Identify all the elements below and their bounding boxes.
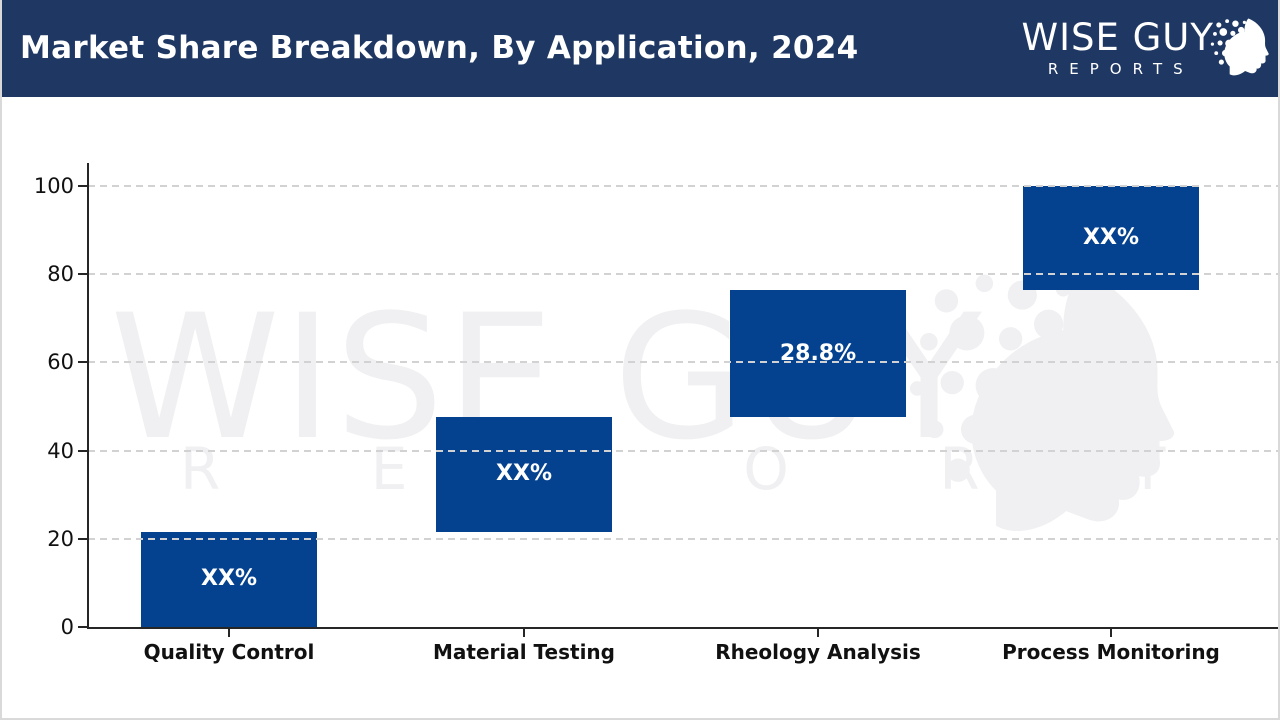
y-tick-label-20: 20 [47,526,74,551]
x-axis-spine [87,627,1280,629]
logo-subtitle: REPORTS [1047,60,1194,78]
x-category-label-material-testing: Material Testing [433,640,615,664]
gridline-80 [88,273,1280,276]
logo-name: WISE GUY [1021,16,1214,59]
x-tick-material-testing [523,629,525,637]
x-tick-rheology-analysis [817,629,819,637]
x-category-label-quality-control: Quality Control [143,640,315,664]
gridline-100 [88,185,1280,187]
y-tick-60 [78,361,87,364]
x-tick-quality-control [228,629,230,637]
y-tick-80 [78,273,87,276]
y-tick-20 [78,537,87,540]
header-bar: Market Share Breakdown, By Application, … [0,0,1280,97]
y-tick-label-60: 60 [47,350,74,375]
page-title: Market Share Breakdown, By Application, … [20,30,859,66]
y-axis-spine [87,163,89,629]
bar-value-label-process-monitoring: XX% [1083,225,1139,251]
x-category-label-process-monitoring: Process Monitoring [1002,640,1220,664]
y-tick-label-0: 0 [60,615,74,639]
bar-value-label-quality-control: XX% [201,566,257,592]
bar-value-label-rheology-analysis: 28.8% [779,340,857,366]
bar-value-label-material-testing: XX% [496,461,552,487]
y-tick-label-100: 100 [33,174,74,198]
logo-text: WISE GUY REPORTS [1021,16,1214,79]
wiseguy-logo: WISE GUY REPORTS [1022,9,1270,87]
y-tick-40 [78,449,87,452]
gridline-60 [88,361,1280,364]
face-logo-icon [1206,9,1270,87]
y-tick-label-40: 40 [47,438,74,463]
y-tick-label-80: 80 [47,262,74,287]
y-tick-100 [78,185,87,187]
x-category-label-rheology-analysis: Rheology Analysis [715,640,921,664]
bar-rheology-analysis [730,290,906,418]
x-tick-process-monitoring [1110,629,1112,637]
bar-process-monitoring [1023,186,1199,291]
y-tick-0 [78,626,87,628]
bar-quality-control [141,531,317,627]
gridline-20 [88,537,1280,540]
gridline-40 [88,449,1280,452]
bar-material-testing [436,417,612,532]
